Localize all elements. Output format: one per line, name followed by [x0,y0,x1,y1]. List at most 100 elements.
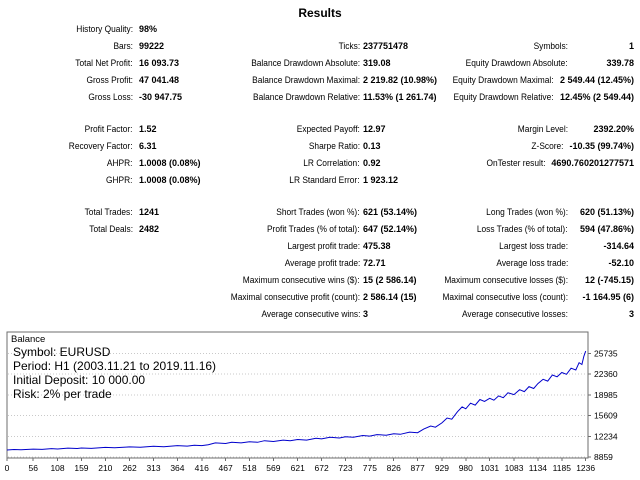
stat-label: Total Net Profit: [75,58,133,68]
stat-value: 0.92 [363,158,381,168]
stat-label: Equity Drawdown Maximal: [452,75,554,85]
x-axis-label: 262 [123,463,137,473]
stat-label: Equity Drawdown Absolute: [466,58,568,68]
stat-label: Gross Loss: [88,92,133,102]
stats-col3-group: Long Trades (won %): 620 (51.13%) [480,207,634,218]
stats-row: Total Trades: 1241 Short Trades (won %): 62… [0,204,640,221]
stat-label: Average loss trade: [496,258,568,268]
stats-row: GHPR: 1.0008 (0.08%) LR Standard Error: 1 9… [0,172,640,189]
stats-row: Gross Loss: -30 947.75 Balance Drawdown Re… [0,89,640,106]
x-axis-label: 1083 [505,463,524,473]
stat-label: Maximum consecutive losses ($): [444,275,568,285]
x-axis-label: 1185 [553,463,572,473]
stats-col3-group: Maximal consecutive loss (count): -1 164.… [433,292,634,303]
page-title: Results [298,6,342,20]
stat-value: 47 041.48 [139,75,180,85]
stats-row: Bars: 99222 Ticks: 237751478 Symbols: 1 [0,38,640,55]
stat-value: 0.13 [363,141,381,151]
stat-label: Loss Trades (% of total): [477,224,568,234]
stat-label: GHPR: [106,175,133,185]
stat-value: 72.71 [363,258,386,268]
stat-label: History Quality: [76,24,133,34]
stat-value: 15 (2 586.14) [363,275,417,285]
stat-label: Sharpe Ratio: [308,141,360,151]
stats-row: Maximal consecutive profit (count): 2 586… [0,289,640,306]
stats-col3-group: Largest loss trade: -314.64 [494,241,634,252]
stats-row: History Quality: 98% [0,21,640,38]
y-axis-label: 12234 [594,431,618,441]
x-axis-label: 108 [50,463,64,473]
stats-row: Profit Factor: 1.52 Expected Payoff: 12.97 M… [0,121,640,138]
stats-row-spacer [0,106,640,121]
stats-col3-group: Equity Drawdown Relative: 12.45% (2 549.4… [446,92,634,103]
y-axis-label: 18985 [594,390,618,400]
x-axis-label: 877 [410,463,424,473]
x-axis-label: 1134 [529,463,548,473]
stat-value: -30 947.75 [139,92,183,102]
stats-row: Total Net Profit: 16 093.73 Balance Drawdo… [0,55,640,72]
stat-label: Long Trades (won %): [486,207,568,217]
stats-col3-group: OnTester result: 4690.760201277571 [482,158,634,169]
stat-value: 475.38 [363,241,391,251]
stat-label: Largest loss trade: [499,241,568,251]
chart-annotation: Risk: 2% per trade [13,387,112,401]
x-axis-label: 0 [5,463,10,473]
stats-col3-group: Equity Drawdown Maximal: 2 549.44 (12.45%… [445,75,634,86]
stat-label: Average consecutive losses: [462,309,568,319]
stats-col3-group: Symbols: 1 [531,41,634,52]
stat-value: 2 549.44 (12.45%) [559,75,634,85]
stat-value: 647 (52.14%) [363,224,418,234]
stats-col3-group: Maximum consecutive losses ($): 12 (-745.… [435,275,634,286]
stat-label: Gross Profit: [86,75,133,85]
stat-value: -1 164.95 (6) [582,292,634,302]
stat-label: Balance Drawdown Relative: [252,92,360,102]
stat-value: -10.35 (99.74%) [569,141,634,151]
stat-label: Total Deals: [89,224,133,234]
x-axis-label: 775 [363,463,377,473]
stat-value: 3 [628,309,634,319]
stats-row: Maximum consecutive wins ($): 15 (2 586.1… [0,272,640,289]
x-axis-label: 364 [170,463,184,473]
x-axis-label: 518 [242,463,256,473]
stats-row: AHPR: 1.0008 (0.08%) LR Correlation: 0.92 On… [0,155,640,172]
stats-row: Total Deals: 2482 Profit Trades (% of tota… [0,221,640,238]
stat-value: 4690.760201277571 [551,158,634,168]
stat-value: 621 (53.14%) [363,207,418,217]
stat-label: Margin Level: [517,124,568,134]
stat-value: 1 923.12 [363,175,399,185]
stat-label: Average consecutive wins: [261,309,360,319]
stat-label: LR Correlation: [303,158,360,168]
stat-label: Symbols: [533,41,568,51]
x-axis-label: 56 [28,463,38,473]
stat-label: Profit Factor: [85,124,133,134]
x-axis-label: 569 [266,463,280,473]
stat-value: 6.31 [139,141,157,151]
stat-label: Maximum consecutive wins ($): [243,275,360,285]
x-axis-label: 672 [315,463,329,473]
stat-value: 3 [363,309,369,319]
balance-line [6,350,587,451]
stats-table: History Quality: 98% Bars: 99222 Ticks: 23775… [0,21,640,323]
stat-label: AHPR: [107,158,133,168]
x-axis-label: 416 [195,463,209,473]
stat-label: LR Standard Error: [289,175,360,185]
stat-label: Maximal consecutive profit (count): [230,292,360,302]
stats-col3-group: Z-Score: -10.35 (99.74%) [529,141,634,152]
stat-value: 12.45% (2 549.44) [559,92,634,102]
balance-chart: 8859 12234 15609 18985 22360 25735 0 56 108 159 21… [0,330,640,480]
stat-label: Total Trades: [85,207,133,217]
stat-value: 620 (51.13%) [579,207,634,217]
stats-col3-group: Average consecutive losses: 3 [454,309,634,320]
x-axis-label: 929 [435,463,449,473]
x-axis-label: 621 [291,463,305,473]
x-axis-label: 467 [219,463,233,473]
stat-label: Largest profit trade: [287,241,360,251]
stat-value: 2 586.14 (15) [363,292,417,302]
x-axis-label: 980 [459,463,473,473]
stat-label: Balance Drawdown Absolute: [251,58,360,68]
stat-label: Balance Drawdown Maximal: [252,75,360,85]
balance-chart-svg: 8859 12234 15609 18985 22360 25735 0 56 108 159 21… [5,331,618,473]
stat-value: 1.0008 (0.08%) [139,158,201,168]
chart-annotations: Symbol: EURUSD Period: H1 (2003.11.21 to … [13,345,216,401]
